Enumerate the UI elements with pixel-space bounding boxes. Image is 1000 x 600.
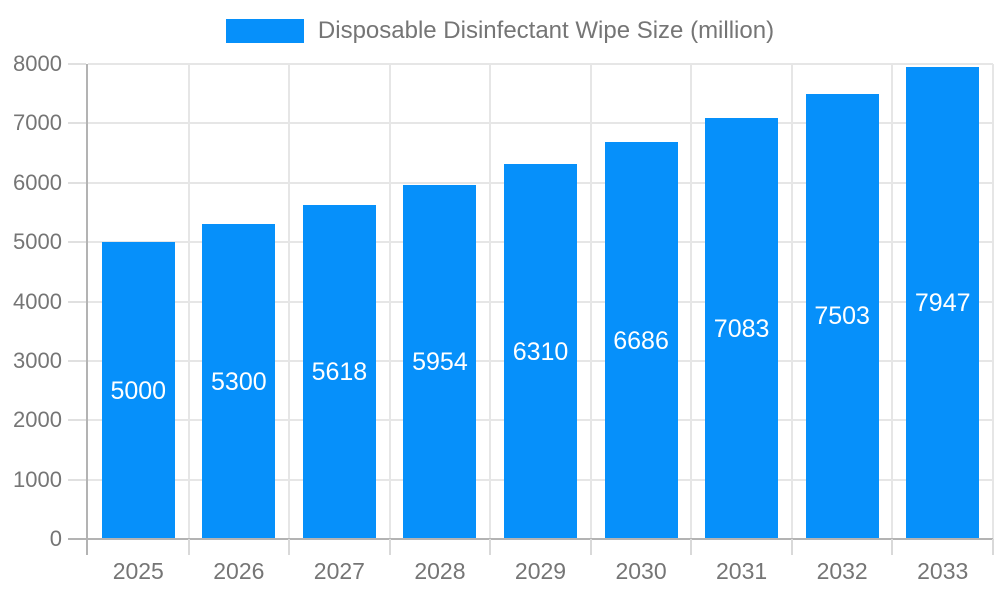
bar[interactable]: 7083 (705, 118, 779, 539)
bar[interactable]: 7947 (906, 67, 980, 539)
bar-value-label: 5954 (412, 348, 468, 377)
y-tick (68, 478, 86, 481)
bar[interactable]: 7503 (805, 93, 879, 539)
legend-swatch-icon (225, 19, 304, 43)
x-tick-label: 2031 (716, 558, 768, 584)
bar[interactable]: 6310 (504, 164, 577, 539)
legend[interactable]: Disposable Disinfectant Wipe Size (milli… (0, 17, 1000, 44)
y-tick-label: 8000 (13, 51, 62, 76)
y-tick-label: 4000 (13, 288, 62, 314)
bar-value-label: 5000 (110, 376, 167, 405)
x-gridline (489, 64, 492, 539)
y-tick (68, 241, 86, 244)
y-tick (68, 359, 86, 362)
x-tick-label: 2030 (615, 558, 667, 584)
x-gridline (187, 64, 190, 539)
y-tick-label: 7000 (13, 110, 62, 136)
bar-value-label: 5618 (311, 358, 368, 387)
y-tick-label: 5000 (13, 229, 62, 255)
x-tick-label: 2032 (816, 558, 868, 584)
y-tick-label: 1000 (13, 466, 62, 492)
x-gridline (288, 64, 291, 539)
y-tick-label: 2000 (13, 407, 62, 433)
x-tick-label: 2028 (414, 558, 466, 584)
bar[interactable]: 5300 (202, 224, 276, 539)
y-axis-line (86, 64, 88, 555)
bar[interactable]: 5000 (101, 242, 175, 539)
x-gridline (589, 64, 592, 539)
x-tick (489, 539, 492, 555)
bar-value-label: 6310 (512, 337, 569, 366)
x-axis-line (68, 538, 993, 540)
bar-value-label: 7947 (914, 289, 971, 318)
x-gridline (790, 64, 793, 539)
x-tick-label: 2026 (213, 558, 265, 584)
x-tick-label: 2029 (514, 558, 567, 584)
x-tick-label: 2033 (917, 558, 969, 584)
y-tick (68, 300, 86, 303)
bar-value-label: 6686 (613, 326, 669, 355)
x-tick (790, 539, 793, 555)
x-gridline (891, 64, 894, 539)
bar[interactable]: 6686 (604, 142, 678, 539)
x-tick (187, 539, 190, 555)
y-gridline (88, 63, 993, 65)
legend-label: Disposable Disinfectant Wipe Size (milli… (317, 17, 775, 44)
x-tick (388, 539, 391, 555)
x-gridline (388, 64, 391, 539)
y-tick-label: 0 (49, 526, 62, 551)
y-tick (68, 181, 86, 184)
bar-value-label: 5300 (211, 367, 267, 396)
x-tick (992, 539, 994, 555)
x-tick (690, 539, 693, 555)
bar[interactable]: 5954 (403, 185, 477, 539)
x-gridline (992, 64, 994, 539)
y-tick-label: 6000 (13, 169, 62, 195)
x-tick (589, 539, 592, 555)
x-tick-label: 2027 (313, 558, 365, 584)
y-tick (68, 419, 86, 422)
x-tick (288, 539, 291, 555)
y-gridline (88, 122, 993, 125)
x-tick-label: 2025 (112, 558, 164, 584)
x-gridline (690, 64, 693, 539)
y-tick-label: 3000 (13, 347, 62, 373)
bar-value-label: 7503 (814, 302, 870, 331)
y-tick (68, 122, 86, 125)
bar[interactable]: 5618 (302, 205, 376, 539)
bar-value-label: 7083 (713, 314, 770, 343)
y-tick (68, 63, 86, 65)
x-tick (891, 539, 894, 555)
